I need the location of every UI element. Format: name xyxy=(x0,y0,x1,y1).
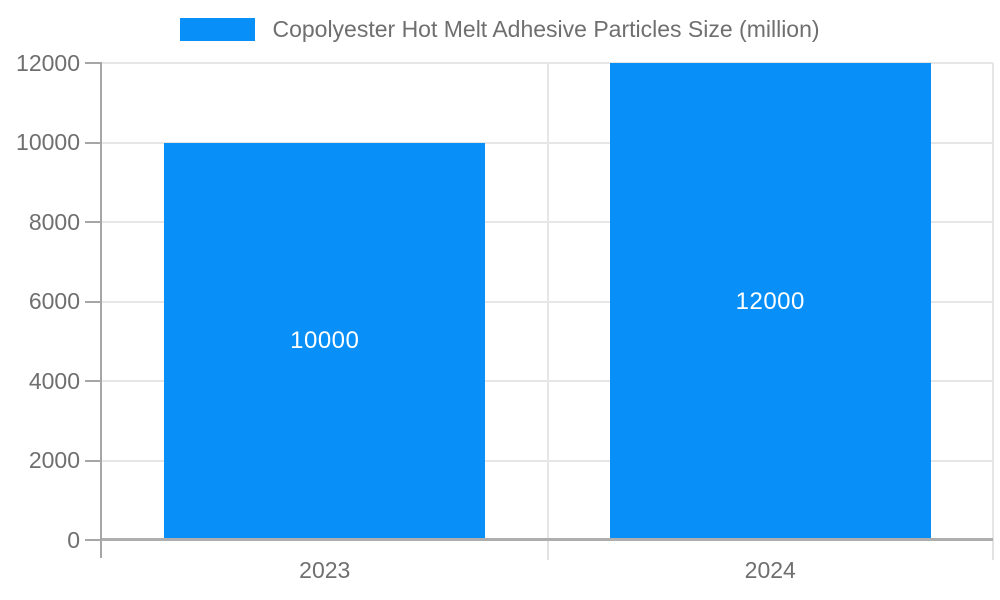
bar-value-label: 10000 xyxy=(290,327,360,355)
x-gridline xyxy=(992,63,994,540)
legend-item[interactable]: Copolyester Hot Melt Adhesive Particles … xyxy=(0,16,1000,43)
bar-2023[interactable]: 10000 xyxy=(164,142,486,540)
y-axis-line xyxy=(100,63,102,558)
x-axis-tick xyxy=(992,540,994,560)
x-axis: 2023 2024 xyxy=(102,557,993,587)
y-axis-tick xyxy=(85,62,102,64)
y-axis-tick xyxy=(85,300,102,303)
y-axis-tick xyxy=(85,539,102,541)
y-axis-tick xyxy=(85,459,102,462)
y-tick-label: 0 xyxy=(67,526,80,553)
y-tick-label: 10000 xyxy=(16,129,80,155)
plot-area: 10000 12000 xyxy=(85,62,994,560)
y-tick-label: 12000 xyxy=(16,49,80,76)
y-axis-tick xyxy=(85,221,102,223)
x-gridline xyxy=(546,63,549,540)
bar-value-label: 12000 xyxy=(735,287,805,315)
x-axis-tick xyxy=(546,540,549,560)
x-axis-baseline xyxy=(102,538,993,541)
y-tick-label: 8000 xyxy=(28,208,80,235)
x-tick-label: 2024 xyxy=(744,557,796,583)
y-tick-label: 6000 xyxy=(28,288,80,314)
y-tick-label: 2000 xyxy=(28,447,80,473)
bar-2024[interactable]: 12000 xyxy=(609,63,931,540)
y-axis-tick xyxy=(85,380,102,382)
x-tick-label: 2023 xyxy=(299,557,351,583)
legend-label: Copolyester Hot Melt Adhesive Particles … xyxy=(272,16,820,42)
y-axis: 0 2000 4000 6000 8000 10000 12000 xyxy=(0,50,80,553)
legend-swatch xyxy=(180,18,256,41)
y-tick-label: 4000 xyxy=(28,367,80,394)
y-axis-tick xyxy=(85,141,102,144)
